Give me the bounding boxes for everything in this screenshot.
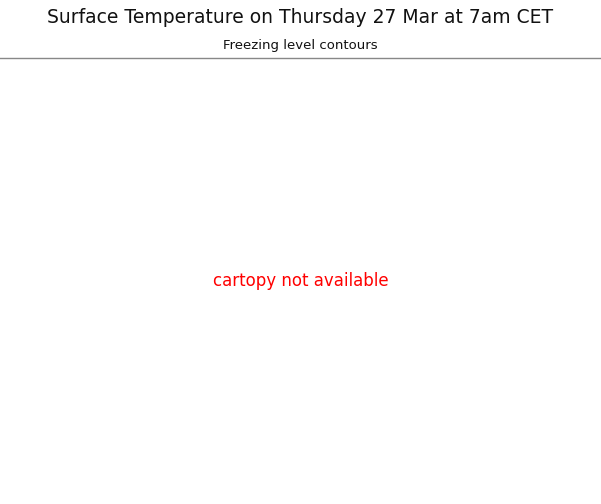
Text: cartopy not available: cartopy not available <box>213 272 388 290</box>
Text: Freezing level contours: Freezing level contours <box>223 39 378 52</box>
Text: Surface Temperature on Thursday 27 Mar at 7am CET: Surface Temperature on Thursday 27 Mar a… <box>47 8 554 27</box>
